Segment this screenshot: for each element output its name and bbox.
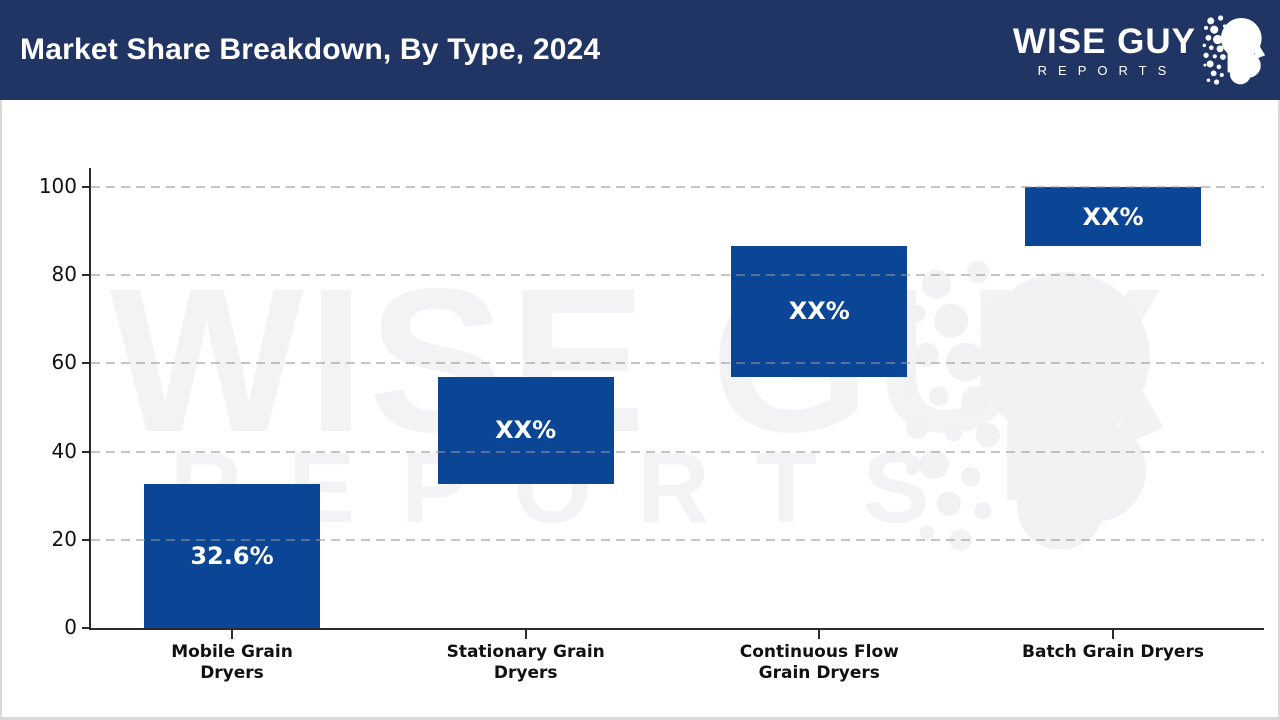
category-label-line: Continuous Flow (739, 642, 899, 662)
bar-value-label: XX% (788, 297, 850, 326)
y-tick-mark (82, 450, 91, 453)
y-tick-label: 0 (64, 615, 77, 639)
y-tick-mark (82, 274, 91, 277)
gridline (91, 274, 1264, 277)
category-label-line: Batch Grain Dryers (1022, 642, 1204, 662)
bar-value-label: XX% (495, 416, 557, 445)
gridline (91, 538, 1264, 541)
bar-value-label: XX% (1082, 202, 1144, 231)
x-tick-mark (1112, 630, 1114, 639)
bar-segment: XX% (437, 376, 614, 485)
y-tick-mark (82, 186, 91, 188)
brand-subtitle: REPORTS (1037, 62, 1178, 78)
y-tick-mark (82, 627, 91, 629)
bar-segment: 32.6% (144, 484, 320, 628)
brand-face-icon (1202, 10, 1266, 90)
x-tick-mark (524, 630, 527, 639)
gridline (91, 362, 1264, 365)
category-label: Continuous Flow Grain Dryers (699, 642, 939, 685)
bar-value-label: 32.6% (190, 542, 274, 571)
category-label-line: Grain Dryers (758, 663, 880, 684)
category-label-line: Stationary Grain (446, 642, 605, 662)
watermark-face-icon (900, 236, 1168, 576)
x-tick-mark (231, 630, 233, 639)
category-label-line: Dryers (493, 663, 558, 684)
x-tick-mark (818, 630, 821, 639)
category-label-line: Dryers (200, 663, 264, 684)
header: Market Share Breakdown, By Type, 2024 WI… (0, 0, 1280, 100)
category-label: Batch Grain Dryers (993, 642, 1233, 663)
x-axis-line (89, 628, 1264, 630)
y-tick-mark (82, 362, 91, 365)
y-axis-line (89, 168, 91, 630)
brand-logo: WISE GUY REPORTS (1013, 10, 1266, 90)
y-tick-mark (82, 538, 91, 541)
bar-segment: XX% (1025, 187, 1201, 247)
category-label-line: Mobile Grain (171, 642, 293, 662)
y-tick-label: 40 (51, 438, 77, 463)
chart-area: WISE GUY REPORTS 0 20 40 60 80 100 32.6% Mobile… (0, 100, 1280, 720)
gridline (91, 186, 1264, 188)
y-tick-label: 60 (51, 350, 77, 375)
brand-name: WISE GUY (1012, 21, 1196, 61)
brand-logo-text: WISE GUY REPORTS (1013, 24, 1196, 77)
y-tick-label: 20 (51, 526, 77, 551)
bar-segment: XX% (731, 246, 908, 377)
gridline (91, 450, 1264, 453)
waterfall-chart: 0 20 40 60 80 100 32.6% Mobile Grain Dryers XX% St… (2, 100, 1278, 717)
y-tick-label: 80 (51, 262, 77, 287)
category-label: Stationary Grain Dryers (406, 642, 646, 685)
category-label: Mobile Grain Dryers (112, 642, 352, 685)
page-title: Market Share Breakdown, By Type, 2024 (20, 33, 601, 66)
y-tick-label: 100 (38, 174, 77, 198)
